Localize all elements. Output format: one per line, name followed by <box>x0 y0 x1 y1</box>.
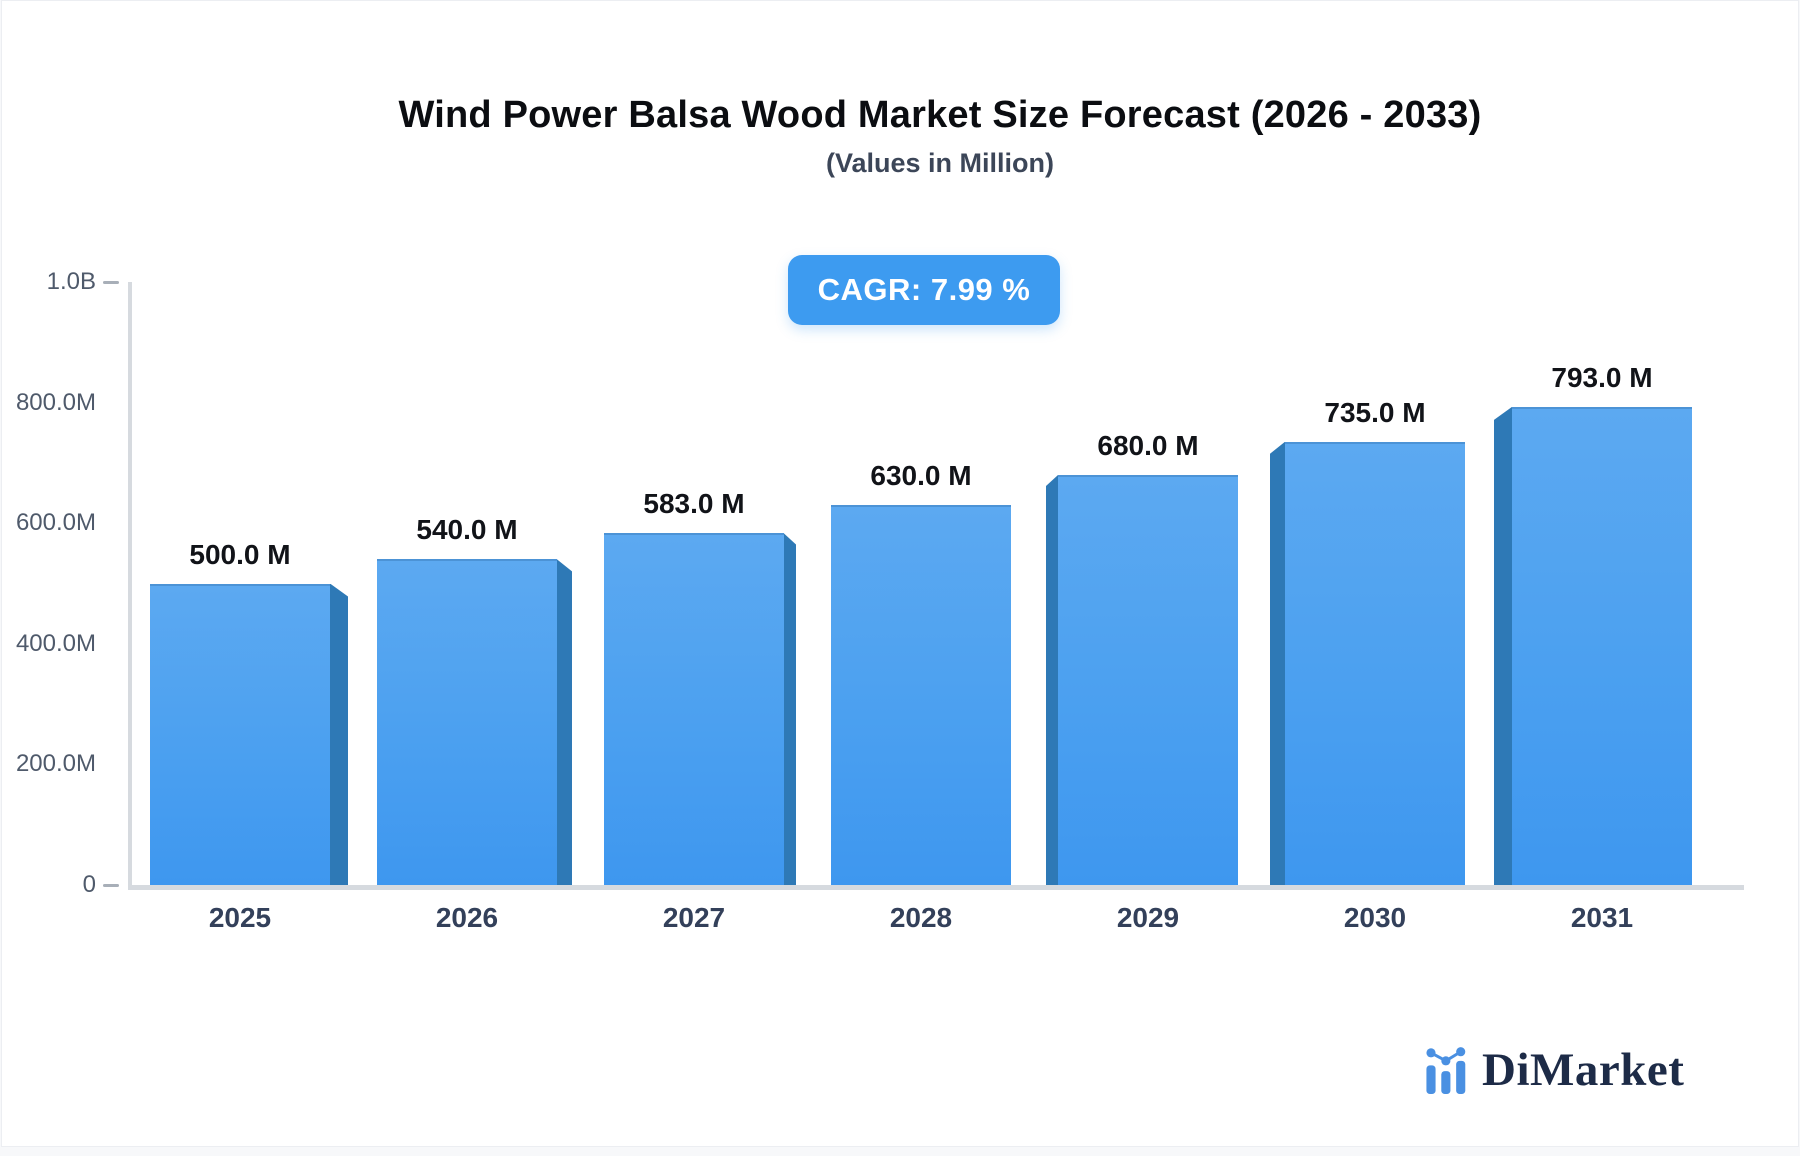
bar-value-label: 630.0 M <box>870 460 972 492</box>
bar-value-label: 735.0 M <box>1324 396 1426 428</box>
bar <box>831 505 1011 885</box>
x-tick-label: 2026 <box>435 902 499 933</box>
y-tick-label: 200.0M <box>15 750 96 778</box>
bar-side-face <box>1270 441 1285 885</box>
y-tick-label: 1.0B <box>46 268 96 295</box>
x-tick-label: 2025 <box>208 902 272 933</box>
bar-value-label: 680.0 M <box>1097 429 1199 461</box>
x-tick-label: 2027 <box>662 902 726 933</box>
bar <box>604 533 784 885</box>
y-tick-label: 600.0M <box>15 509 96 537</box>
y-tick-dash <box>103 883 119 887</box>
bar <box>150 583 330 885</box>
y-axis-line <box>128 282 132 889</box>
bar-chart-trend-icon <box>1426 1047 1466 1094</box>
bar-side-face <box>330 583 348 885</box>
cagr-badge: CAGR: 7.99 % <box>788 255 1060 325</box>
bar-side-face <box>1046 474 1058 885</box>
y-tick-dash <box>103 280 119 284</box>
bar <box>1512 406 1692 885</box>
bar <box>1285 441 1465 885</box>
y-tick-label: 0 <box>82 871 96 898</box>
brand-logo: DiMarket <box>1424 1040 1684 1100</box>
y-tick-label: 800.0M <box>15 388 96 416</box>
cagr-badge-label: CAGR: 7.99 % <box>817 272 1031 307</box>
bar <box>377 559 557 885</box>
y-tick-label: 400.0M <box>15 629 96 657</box>
bar-value-label: 583.0 M <box>643 488 745 520</box>
x-tick-label: 2031 <box>1570 902 1634 933</box>
bar-side-face <box>1494 406 1512 885</box>
bar-side-face <box>784 533 796 885</box>
chart-subtitle: (Values in Million) <box>825 148 1055 178</box>
bar-value-label: 540.0 M <box>416 514 518 546</box>
bar-value-label: 793.0 M <box>1551 361 1653 393</box>
bar-value-label: 500.0 M <box>189 538 291 570</box>
x-axis-line <box>128 885 1744 890</box>
bar-side-face <box>557 559 572 885</box>
bar <box>1058 474 1238 885</box>
x-tick-label: 2030 <box>1343 902 1407 933</box>
x-tick-label: 2029 <box>1116 902 1180 933</box>
brand-name: DiMarket <box>1482 1044 1685 1096</box>
chart-title: Wind Power Balsa Wood Market Size Foreca… <box>398 94 1482 136</box>
x-tick-label: 2028 <box>889 902 953 933</box>
